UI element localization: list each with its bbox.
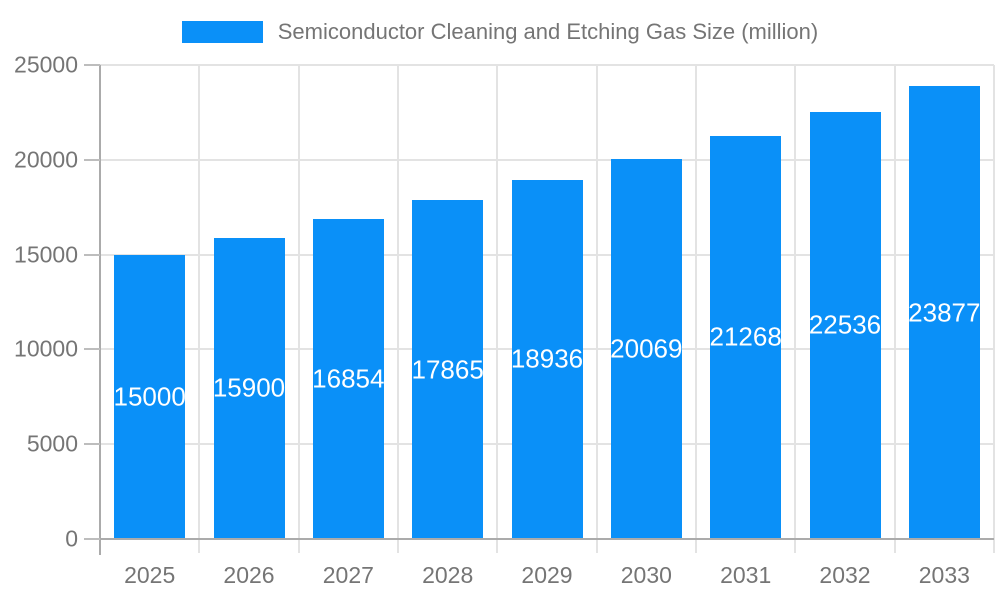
x-tick-label-2032: 2032 <box>819 562 871 588</box>
chart-title: Semiconductor Cleaning and Etching Gas S… <box>277 19 819 44</box>
x-gridline <box>397 65 399 553</box>
bar-value-label: 15000 <box>113 381 186 412</box>
y-axis-line <box>99 65 101 555</box>
x-axis-line <box>84 538 994 540</box>
x-tick-label-2025: 2025 <box>124 562 176 588</box>
y-tick-mark <box>84 64 100 66</box>
plot-area: 15000 15900 16854 17865 18936 20069 21268 22536… <box>100 64 995 553</box>
x-tick-label-2027: 2027 <box>322 562 374 588</box>
x-tick-label-2033: 2033 <box>918 562 970 588</box>
bar-value-label: 22536 <box>808 309 882 340</box>
x-tick-label-2029: 2029 <box>521 562 573 588</box>
bar-2032[interactable]: 22536 <box>808 111 882 539</box>
legend[interactable]: Semiconductor Cleaning and Etching Gas S… <box>0 10 1000 54</box>
bar-2027[interactable]: 16854 <box>312 219 385 539</box>
y-tick-label: 5000 <box>26 430 78 457</box>
y-gridline <box>100 64 994 66</box>
x-gridline <box>893 65 896 553</box>
y-tick-mark <box>84 253 100 256</box>
x-gridline <box>993 65 995 553</box>
y-tick-label: 10000 <box>14 335 78 362</box>
x-tick-label-2028: 2028 <box>422 562 474 588</box>
bar-value-label: 18936 <box>510 343 584 374</box>
bar-value-label: 15900 <box>212 372 286 403</box>
x-tick-label-2030: 2030 <box>620 562 672 588</box>
bar-2031[interactable]: 21268 <box>709 135 782 539</box>
bar-2030[interactable]: 20069 <box>610 158 683 539</box>
y-tick-mark <box>84 158 100 161</box>
x-gridline <box>297 65 300 553</box>
bar-2026[interactable]: 15900 <box>212 237 286 539</box>
bar-value-label: 21268 <box>709 321 782 352</box>
x-gridline <box>695 65 697 553</box>
bar-value-label: 16854 <box>312 363 385 394</box>
y-gridline <box>100 158 994 161</box>
y-tick-label: 20000 <box>14 146 78 173</box>
x-tick-label-2026: 2026 <box>223 562 275 588</box>
bar-2028[interactable]: 17865 <box>411 200 484 539</box>
y-tick-mark <box>84 348 100 351</box>
x-gridline <box>794 65 797 553</box>
x-gridline <box>198 65 201 553</box>
y-tick-label: 15000 <box>14 241 78 268</box>
y-tick-mark <box>84 538 100 540</box>
y-tick-label: 0 <box>65 525 78 552</box>
bar-value-label: 20069 <box>610 333 683 364</box>
bar-value-label: 17865 <box>411 354 484 385</box>
legend-swatch <box>181 21 263 43</box>
bar-2025[interactable]: 15000 <box>113 254 186 539</box>
x-gridline <box>595 65 598 553</box>
y-tick-mark <box>84 443 100 446</box>
x-gridline <box>496 65 499 553</box>
bar-2033[interactable]: 23877 <box>908 86 981 539</box>
bar-2029[interactable]: 18936 <box>510 179 584 539</box>
y-tick-label: 25000 <box>14 51 78 78</box>
bar-value-label: 23877 <box>908 297 981 328</box>
x-tick-label-2031: 2031 <box>720 562 772 588</box>
